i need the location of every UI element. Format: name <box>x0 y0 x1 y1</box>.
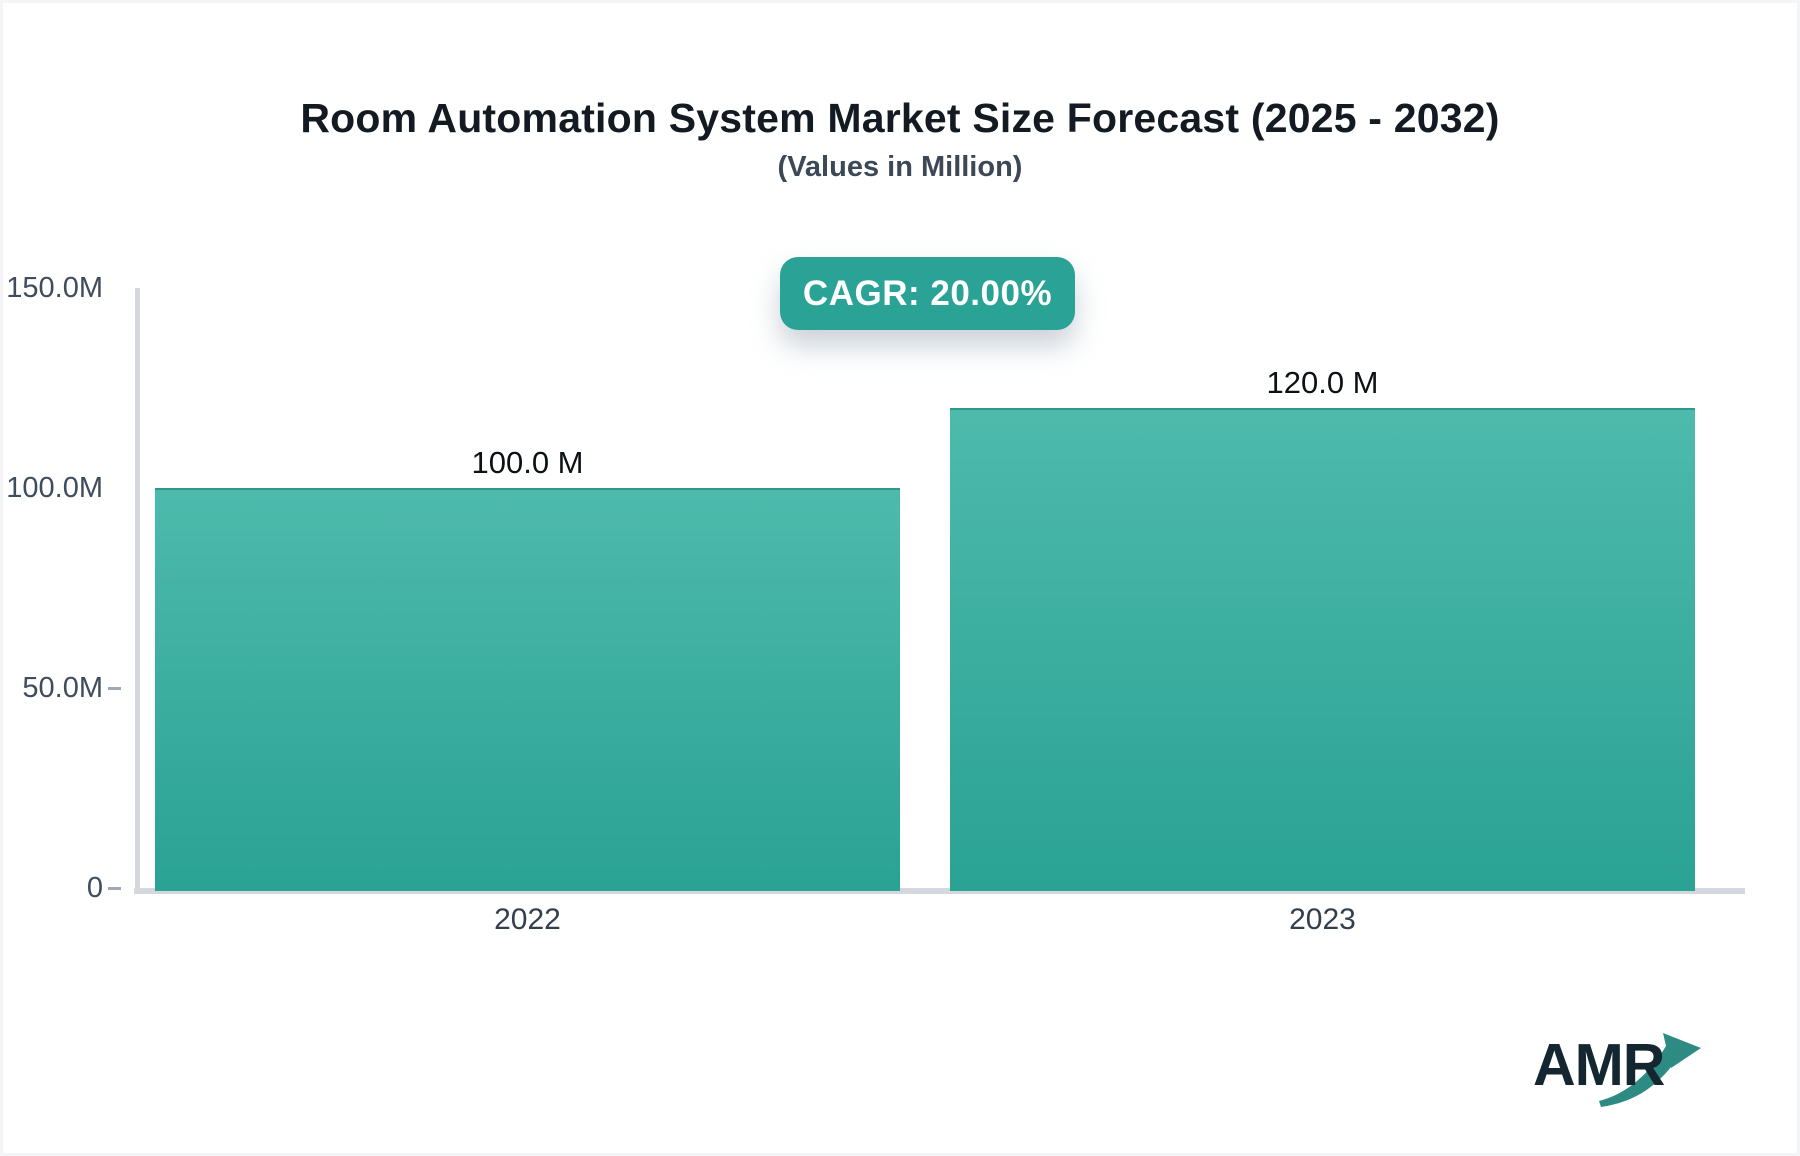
bar-2022 <box>155 488 900 891</box>
bar-2023 <box>950 408 1695 891</box>
growth-arrow-icon <box>1599 1033 1701 1107</box>
chart-title: Room Automation System Market Size Forec… <box>300 95 1500 141</box>
amr-logo: AMR <box>1533 1031 1723 1126</box>
y-tick-dash <box>108 887 121 890</box>
cagr-badge: CAGR: 20.00% <box>780 257 1075 330</box>
x-tick-label: 2023 <box>1289 903 1356 936</box>
y-tick-label: 0 <box>86 872 103 904</box>
y-tick-label: 50.0M <box>22 672 103 704</box>
cagr-badge-label: CAGR: 20.00% <box>802 273 1053 313</box>
y-axis-line <box>135 288 140 894</box>
y-tick-dash <box>108 687 121 690</box>
amr-logo-text: AMR <box>1533 1032 1665 1098</box>
y-tick-label: 100.0M <box>6 472 103 504</box>
bar-value-label: 100.0 M <box>471 445 584 480</box>
x-tick-label: 2022 <box>494 903 561 936</box>
chart-subtitle: (Values in Million) <box>777 151 1023 183</box>
y-tick-label: 150.0M <box>6 272 103 304</box>
x-axis-line <box>134 888 1745 894</box>
bar-value-label: 120.0 M <box>1266 365 1379 400</box>
